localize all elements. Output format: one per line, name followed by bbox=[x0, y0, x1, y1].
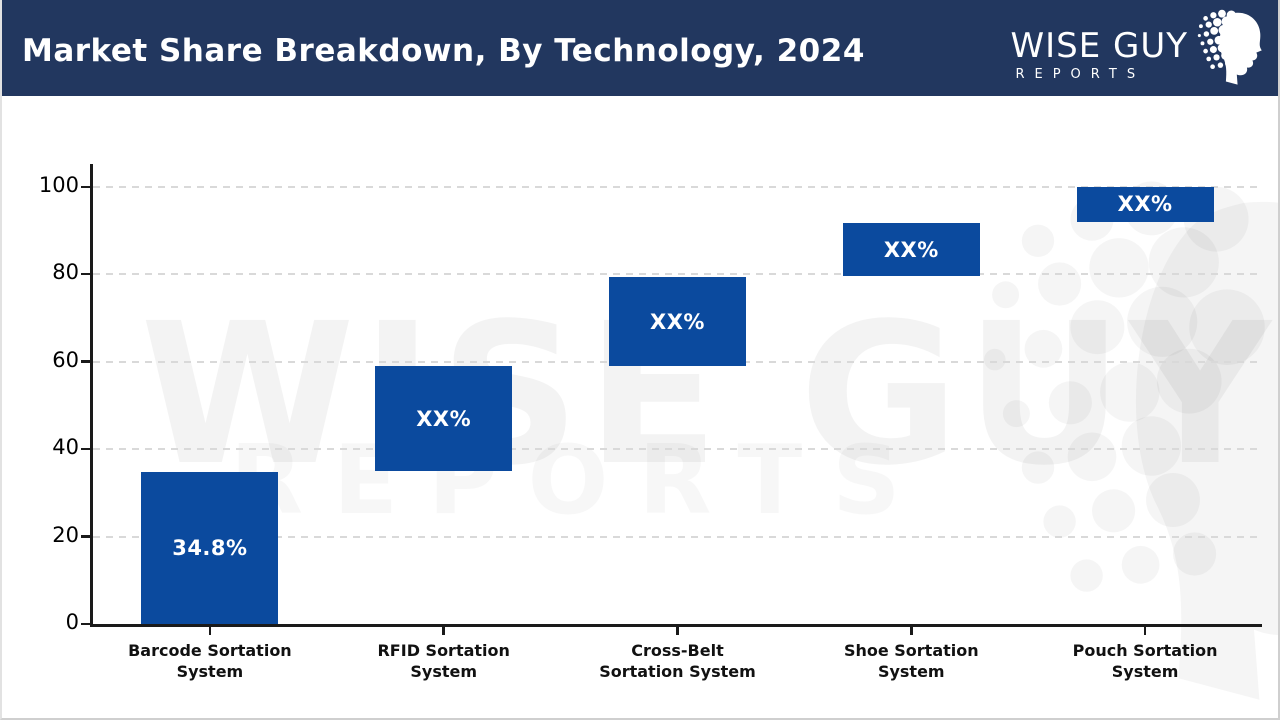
x-category-label: Pouch Sortation System bbox=[1028, 640, 1262, 682]
y-tick-label: 60 bbox=[52, 347, 79, 372]
wiseguy-logo-text: WISE GUY REPORTS bbox=[1010, 26, 1188, 82]
bar-5: XX% bbox=[1076, 186, 1214, 222]
wiseguy-head-icon bbox=[1190, 6, 1268, 90]
bar-4: XX% bbox=[842, 222, 980, 277]
bar-2: XX% bbox=[375, 366, 513, 471]
bar-1: 34.8% bbox=[141, 471, 279, 624]
plot-area: 0 20 40 60 80 100 34.8% Barcode Sortation System… bbox=[39, 164, 1262, 681]
y-axis-tick bbox=[81, 622, 90, 626]
bar-3: XX% bbox=[609, 277, 746, 367]
gridline bbox=[93, 535, 1262, 538]
x-axis-tick bbox=[442, 627, 445, 635]
y-axis-tick bbox=[81, 447, 90, 451]
y-tick-label: 20 bbox=[52, 522, 79, 547]
y-axis-tick bbox=[81, 272, 90, 276]
x-category-label: Barcode Sortation System bbox=[93, 640, 327, 682]
logo-main-text: WISE GUY bbox=[1010, 26, 1188, 67]
y-tick-label: 100 bbox=[38, 172, 79, 197]
x-category-label-line: System bbox=[877, 662, 945, 681]
wiseguy-logo: WISE GUY REPORTS bbox=[1010, 6, 1268, 90]
bar-value-label: XX% bbox=[416, 406, 472, 431]
page-title: Market Share Breakdown, By Technology, 2… bbox=[22, 33, 865, 69]
x-category-label-line: Sortation System bbox=[599, 662, 756, 681]
chart-area: WISE GUY REPORTS 02040608010034.8%Barcod… bbox=[2, 96, 1278, 720]
y-tick-label: 0 bbox=[65, 610, 79, 634]
x-axis-tick bbox=[910, 627, 913, 635]
x-category-label-line: System bbox=[1111, 662, 1179, 681]
gridline bbox=[93, 185, 1262, 188]
x-category-label: Shoe Sortation System bbox=[794, 640, 1028, 682]
x-category-label-line: Shoe Sortation bbox=[843, 641, 979, 660]
x-category-label-line: Pouch Sortation bbox=[1072, 641, 1218, 660]
bar-value-label: XX% bbox=[1117, 192, 1173, 217]
y-tick-label: 80 bbox=[52, 260, 79, 285]
header-bar: Market Share Breakdown, By Technology, 2… bbox=[2, 0, 1278, 96]
x-axis-tick bbox=[208, 627, 212, 635]
gridline bbox=[93, 273, 1262, 276]
x-category-label-line: RFID Sortation bbox=[377, 641, 510, 660]
x-axis-tick bbox=[1143, 627, 1147, 635]
bar-value-label: XX% bbox=[650, 309, 705, 334]
x-category-label-line: Cross-Belt bbox=[631, 641, 724, 660]
x-category-label: RFID Sortation System bbox=[327, 640, 561, 682]
x-category-label-line: System bbox=[176, 662, 244, 681]
bar-value-label: XX% bbox=[883, 237, 939, 262]
bar-value-label: 34.8% bbox=[172, 535, 248, 560]
y-axis-tick bbox=[81, 360, 90, 363]
y-tick-label: 40 bbox=[52, 435, 79, 460]
logo-sub-text: REPORTS bbox=[1015, 66, 1146, 82]
x-category-label-line: Barcode Sortation bbox=[128, 641, 292, 660]
y-axis-tick bbox=[81, 185, 90, 188]
x-axis-tick bbox=[676, 627, 679, 635]
y-axis-tick bbox=[81, 535, 90, 538]
x-category-label: Cross-Belt Sortation System bbox=[561, 640, 795, 682]
x-category-label-line: System bbox=[410, 662, 478, 681]
gridline bbox=[93, 448, 1262, 451]
